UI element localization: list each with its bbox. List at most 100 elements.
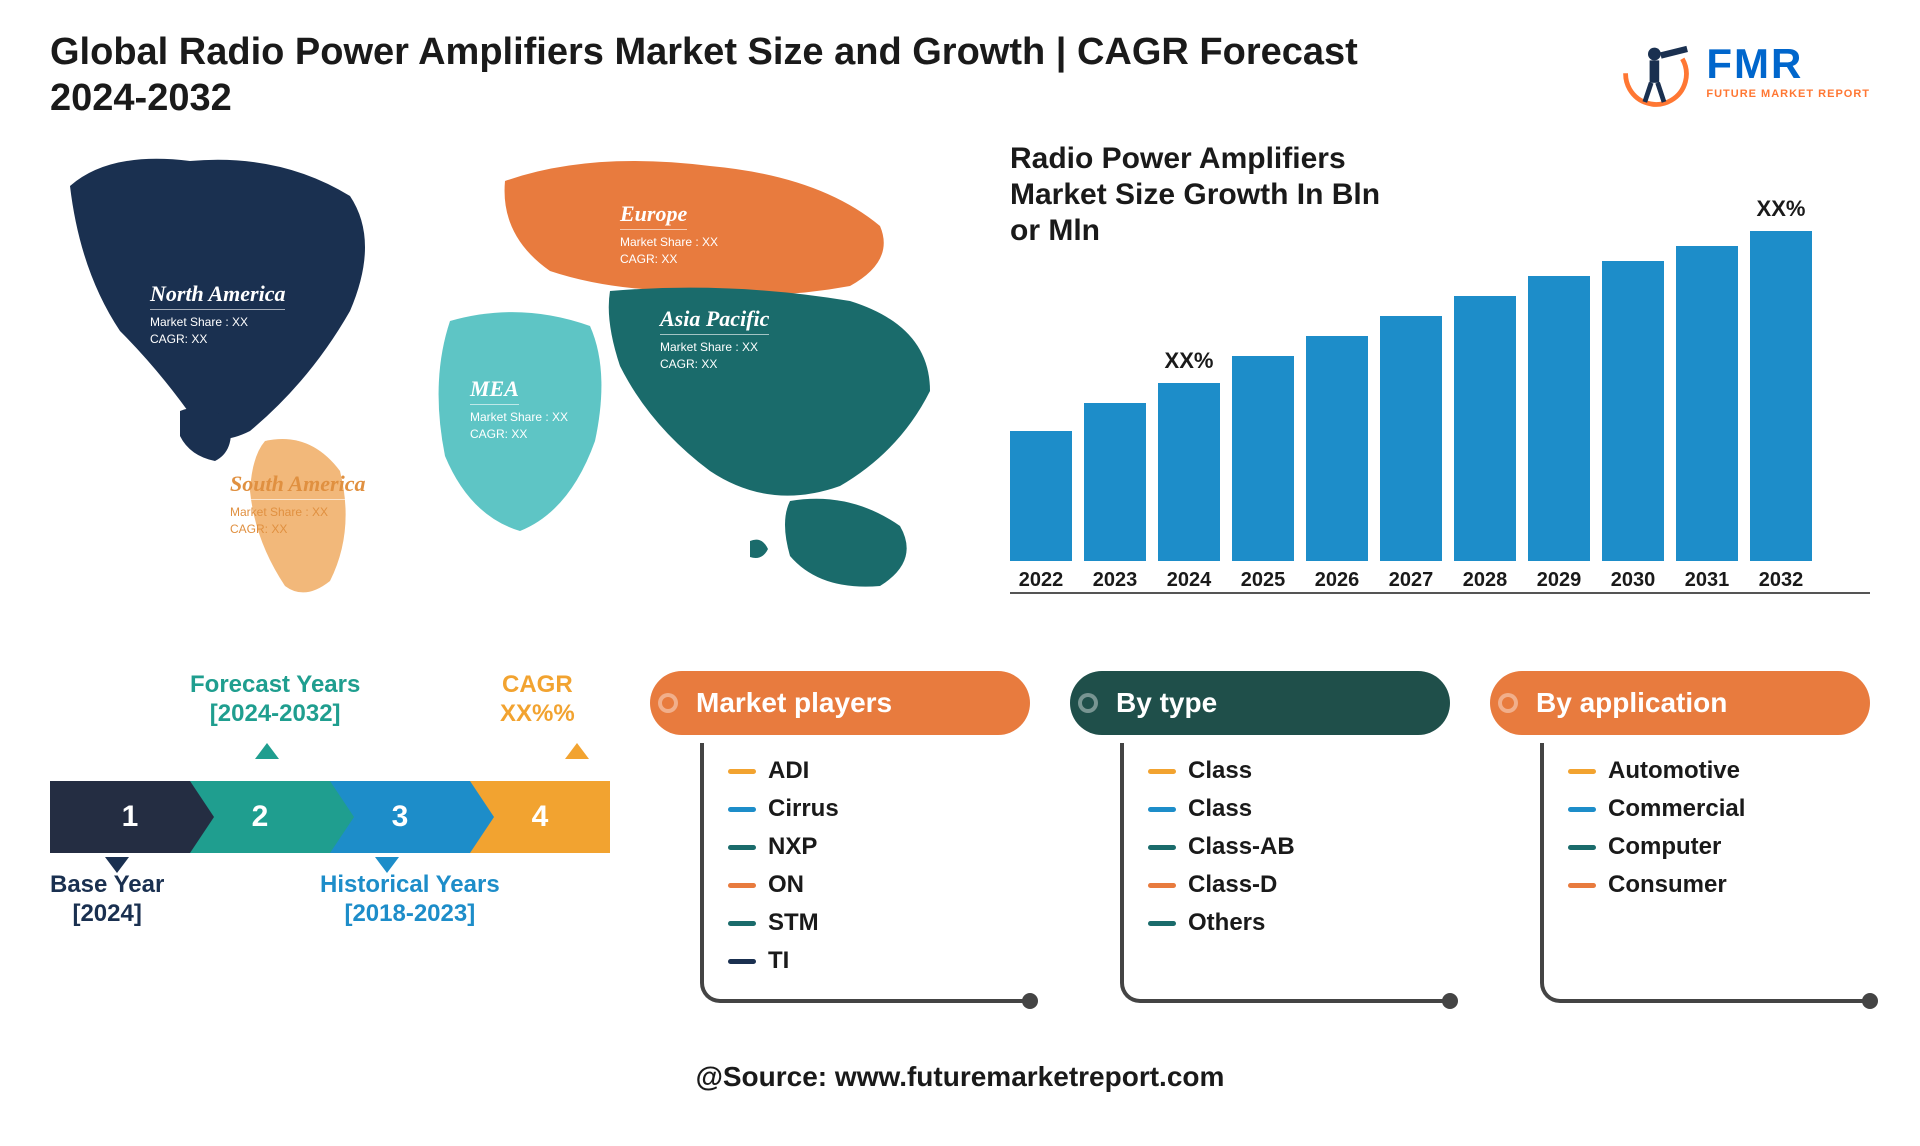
list-item: Others <box>1148 909 1450 937</box>
region-share: Market Share : XX <box>230 504 366 521</box>
region-na: North America Market Share : XX CAGR: XX <box>150 281 285 348</box>
logo-text-main: FMR <box>1706 40 1870 88</box>
region-cagr: CAGR: XX <box>620 251 718 268</box>
bar-2029: 2029 <box>1528 276 1590 592</box>
bar-rect <box>1084 403 1146 561</box>
item-label: Class <box>1188 795 1252 823</box>
dash-icon <box>1568 883 1596 888</box>
timeline-arrow-icon <box>255 743 279 759</box>
region-sa: South America Market Share : XX CAGR: XX <box>230 471 366 538</box>
bar-year-label: 2024 <box>1167 569 1212 592</box>
bar-year-label: 2022 <box>1019 569 1064 592</box>
bar-rect <box>1454 296 1516 561</box>
dash-icon <box>728 959 756 964</box>
list-item: Automotive <box>1568 757 1870 785</box>
list-item: STM <box>728 909 1030 937</box>
bar-2031: 2031 <box>1676 246 1738 592</box>
dash-icon <box>1568 845 1596 850</box>
list-item: Computer <box>1568 833 1870 861</box>
bar-rect <box>1010 431 1072 561</box>
item-label: Cirrus <box>768 795 839 823</box>
logo-text-sub: FUTURE MARKET REPORT <box>1706 88 1870 100</box>
list-item: Class-AB <box>1148 833 1450 861</box>
bar-rect <box>1306 336 1368 561</box>
bar-2024: XX%2024 <box>1158 383 1220 592</box>
timeline-label-0: Base Year[2024] <box>50 871 164 929</box>
region-mea: MEA Market Share : XX CAGR: XX <box>470 376 568 443</box>
bar-2030: 2030 <box>1602 261 1664 592</box>
chart-title: Radio Power Amplifiers Market Size Growt… <box>1010 141 1410 249</box>
dash-icon <box>728 807 756 812</box>
item-label: NXP <box>768 833 817 861</box>
section-pill: By application <box>1490 671 1870 735</box>
item-label: Automotive <box>1608 757 1740 785</box>
dash-icon <box>1568 769 1596 774</box>
bar-year-label: 2032 <box>1759 569 1804 592</box>
region-cagr: CAGR: XX <box>660 356 769 373</box>
region-eu: Europe Market Share : XX CAGR: XX <box>620 201 718 268</box>
bar-2027: 2027 <box>1380 316 1442 592</box>
section-title: By application <box>1536 687 1727 719</box>
region-cagr: CAGR: XX <box>230 521 366 538</box>
section-title: By type <box>1116 687 1217 719</box>
bar-2025: 2025 <box>1232 356 1294 592</box>
dot-icon <box>1078 693 1098 713</box>
bar-year-label: 2026 <box>1315 569 1360 592</box>
item-label: Computer <box>1608 833 1721 861</box>
region-name: Asia Pacific <box>660 306 769 335</box>
timeline-label-1: Forecast Years[2024-2032] <box>190 671 360 729</box>
bar-year-label: 2031 <box>1685 569 1730 592</box>
section-items: ADICirrusNXPONSTMTI <box>700 743 1030 1003</box>
item-label: Consumer <box>1608 871 1727 899</box>
section-items: Automotive Commercial Computer Consumer <box>1540 743 1870 1003</box>
bar-year-label: 2030 <box>1611 569 1656 592</box>
region-name: North America <box>150 281 285 310</box>
bar-rect <box>1158 383 1220 561</box>
item-label: ON <box>768 871 804 899</box>
bar-rect <box>1676 246 1738 561</box>
dash-icon <box>1568 807 1596 812</box>
bar-annotation: XX% <box>1165 348 1214 374</box>
list-item: Cirrus <box>728 795 1030 823</box>
timeline-segment-1: 1 <box>50 781 190 853</box>
section-by-type: By type Class Class Class-AB Class-D Others <box>1070 671 1450 1011</box>
list-item: Commercial <box>1568 795 1870 823</box>
timeline-arrow-icon <box>565 743 589 759</box>
list-item: ON <box>728 871 1030 899</box>
bar-year-label: 2027 <box>1389 569 1434 592</box>
list-item: Class-D <box>1148 871 1450 899</box>
map-svg <box>50 141 970 601</box>
bar-chart: Radio Power Amplifiers Market Size Growt… <box>1010 141 1870 621</box>
dash-icon <box>728 921 756 926</box>
bar-rect <box>1232 356 1294 561</box>
chevron-right-icon <box>190 781 214 853</box>
bar-2023: 2023 <box>1084 403 1146 592</box>
region-share: Market Share : XX <box>660 339 769 356</box>
region-cagr: CAGR: XX <box>470 426 568 443</box>
list-item: Class <box>1148 795 1450 823</box>
bar-rect <box>1602 261 1664 561</box>
chevron-right-icon <box>470 781 494 853</box>
list-item: NXP <box>728 833 1030 861</box>
timeline-label-3: CAGRXX%% <box>500 671 575 729</box>
list-item: TI <box>728 947 1030 975</box>
region-share: Market Share : XX <box>470 409 568 426</box>
section-title: Market players <box>696 687 892 719</box>
bar-2026: 2026 <box>1306 336 1368 592</box>
timeline-arrow-icon <box>375 857 399 873</box>
item-label: Class-AB <box>1188 833 1295 861</box>
list-item: Consumer <box>1568 871 1870 899</box>
dot-icon <box>658 693 678 713</box>
section-pill: By type <box>1070 671 1450 735</box>
region-ap: Asia Pacific Market Share : XX CAGR: XX <box>660 306 769 373</box>
list-item: Class <box>1148 757 1450 785</box>
item-label: Class <box>1188 757 1252 785</box>
dash-icon <box>728 883 756 888</box>
item-label: TI <box>768 947 789 975</box>
item-label: Commercial <box>1608 795 1745 823</box>
region-name: South America <box>230 471 366 500</box>
timeline-label-2: Historical Years[2018-2023] <box>320 871 500 929</box>
timeline: Base Year[2024] Forecast Years[2024-2032]… <box>50 671 620 951</box>
bar-year-label: 2028 <box>1463 569 1508 592</box>
section-market-players: Market players ADICirrusNXPONSTMTI <box>650 671 1030 1011</box>
